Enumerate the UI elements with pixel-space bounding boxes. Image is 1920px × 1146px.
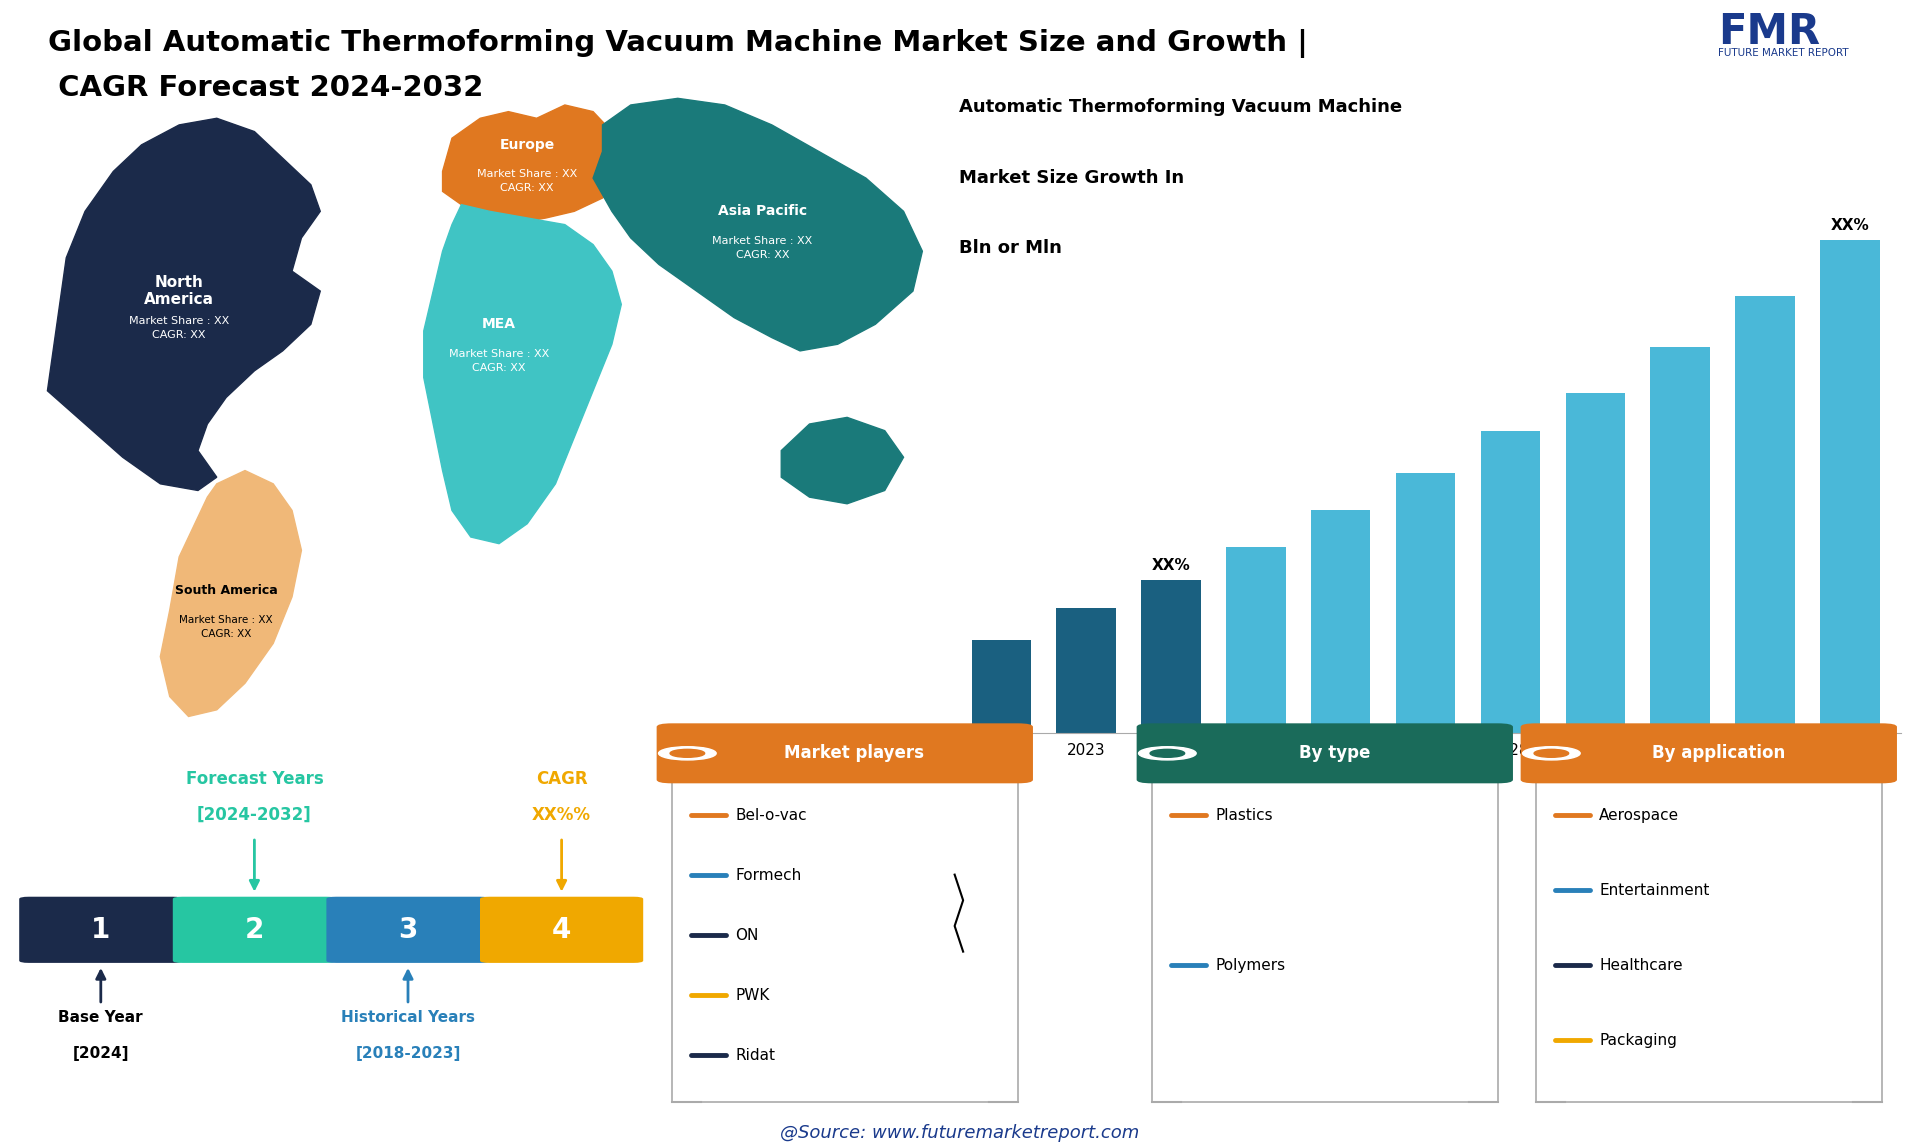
Text: Bln or Mln: Bln or Mln xyxy=(958,240,1062,258)
Bar xyxy=(1396,472,1455,733)
FancyBboxPatch shape xyxy=(657,723,1033,784)
Polygon shape xyxy=(48,118,321,490)
Text: Global Automatic Thermoforming Vacuum Machine Market Size and Growth |: Global Automatic Thermoforming Vacuum Ma… xyxy=(48,29,1308,57)
Text: Forecast Years: Forecast Years xyxy=(186,770,323,788)
Text: Entertainment: Entertainment xyxy=(1599,882,1709,897)
Polygon shape xyxy=(159,471,301,716)
Bar xyxy=(1820,240,1880,733)
Bar xyxy=(1651,347,1711,733)
Text: [2024]: [2024] xyxy=(73,1046,129,1061)
Circle shape xyxy=(1139,747,1196,760)
FancyBboxPatch shape xyxy=(173,896,336,963)
Text: [2018-2023]: [2018-2023] xyxy=(355,1046,461,1061)
Text: Ridat: Ridat xyxy=(735,1047,776,1062)
Text: Market Share : XX
CAGR: XX: Market Share : XX CAGR: XX xyxy=(449,348,549,372)
Text: Formech: Formech xyxy=(735,868,803,882)
Text: Market Share : XX
CAGR: XX: Market Share : XX CAGR: XX xyxy=(476,170,578,194)
Text: FMR: FMR xyxy=(1718,11,1820,54)
FancyBboxPatch shape xyxy=(1521,723,1897,784)
Text: 2: 2 xyxy=(244,916,265,944)
Text: Market Share : XX
CAGR: XX: Market Share : XX CAGR: XX xyxy=(129,315,228,339)
Bar xyxy=(1227,547,1286,733)
Text: [2024-2032]: [2024-2032] xyxy=(198,806,311,824)
Text: Plastics: Plastics xyxy=(1215,808,1273,823)
Text: By type: By type xyxy=(1298,744,1371,762)
Circle shape xyxy=(1523,747,1580,760)
Text: Healthcare: Healthcare xyxy=(1599,958,1684,973)
Polygon shape xyxy=(424,205,622,543)
Bar xyxy=(1056,607,1116,733)
FancyBboxPatch shape xyxy=(480,896,643,963)
Polygon shape xyxy=(442,105,622,225)
Text: Market Share : XX
CAGR: XX: Market Share : XX CAGR: XX xyxy=(179,614,273,638)
Text: Bel-o-vac: Bel-o-vac xyxy=(735,808,806,823)
FancyBboxPatch shape xyxy=(326,896,490,963)
Text: XX%: XX% xyxy=(1152,558,1190,573)
Circle shape xyxy=(659,747,716,760)
Text: @Source: www.futuremarketreport.com: @Source: www.futuremarketreport.com xyxy=(780,1124,1140,1141)
Text: North
America: North America xyxy=(144,275,215,307)
Text: By application: By application xyxy=(1651,744,1786,762)
Text: Market players: Market players xyxy=(785,744,924,762)
Text: Aerospace: Aerospace xyxy=(1599,808,1680,823)
Circle shape xyxy=(1150,749,1185,758)
Text: Packaging: Packaging xyxy=(1599,1033,1678,1047)
Text: Historical Years: Historical Years xyxy=(342,1011,474,1026)
Circle shape xyxy=(1534,749,1569,758)
Text: CAGR: CAGR xyxy=(536,770,588,788)
Text: Base Year: Base Year xyxy=(58,1011,144,1026)
Polygon shape xyxy=(781,417,904,504)
Text: South America: South America xyxy=(175,583,278,597)
Bar xyxy=(1565,393,1624,733)
Text: ON: ON xyxy=(735,927,758,943)
Text: Asia Pacific: Asia Pacific xyxy=(718,204,806,219)
Circle shape xyxy=(670,749,705,758)
Bar xyxy=(1311,510,1371,733)
Text: XX%: XX% xyxy=(1830,219,1870,234)
Bar xyxy=(1480,431,1540,733)
Bar xyxy=(1140,580,1200,733)
Text: XX%%: XX%% xyxy=(532,806,591,824)
Text: Europe: Europe xyxy=(499,138,555,152)
Text: 1: 1 xyxy=(90,916,111,944)
Text: CAGR Forecast 2024-2032: CAGR Forecast 2024-2032 xyxy=(48,74,484,102)
Polygon shape xyxy=(593,99,922,351)
FancyBboxPatch shape xyxy=(19,896,182,963)
Text: MEA: MEA xyxy=(482,317,516,331)
Text: Polymers: Polymers xyxy=(1215,958,1286,973)
Text: 3: 3 xyxy=(397,916,419,944)
Bar xyxy=(1736,296,1795,733)
Text: FUTURE MARKET REPORT: FUTURE MARKET REPORT xyxy=(1718,48,1849,58)
FancyBboxPatch shape xyxy=(1137,723,1513,784)
Text: PWK: PWK xyxy=(735,988,770,1003)
Text: 4: 4 xyxy=(551,916,572,944)
Text: Market Size Growth In: Market Size Growth In xyxy=(958,168,1185,187)
Bar xyxy=(972,641,1031,733)
Text: Market Share : XX
CAGR: XX: Market Share : XX CAGR: XX xyxy=(712,236,812,260)
Text: Automatic Thermoforming Vacuum Machine: Automatic Thermoforming Vacuum Machine xyxy=(958,99,1402,116)
